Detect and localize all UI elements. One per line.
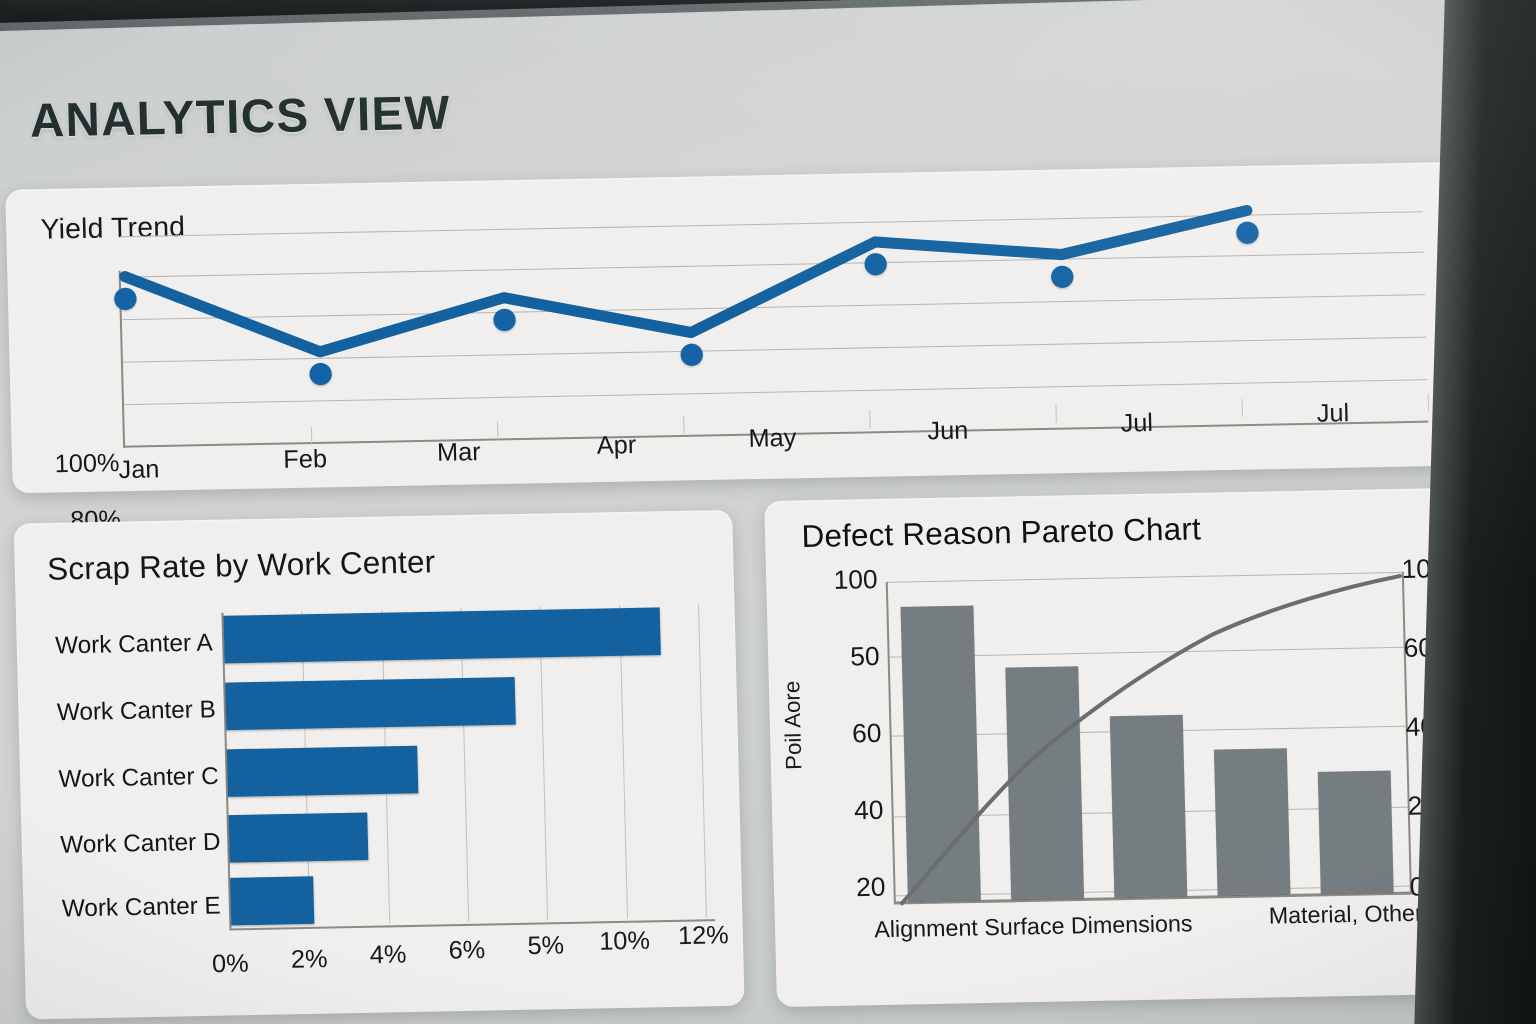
defect-pareto-plot [885,571,1414,906]
yield-x-tick: Jan [118,455,160,485]
scrap-x-tick: 4% [369,940,407,970]
pareto-y-tick: 60 [851,717,882,749]
scrap-chart-title: Scrap Rate by Work Center [46,543,436,587]
pareto-chart-title: Defect Reason Pareto Chart [801,511,1202,555]
page-title: ANALYTICS VIEW [29,85,452,147]
bar-work-canter-c[interactable] [226,745,419,797]
scrap-category-label: Work Canter C [58,762,220,794]
yield-chart-title: Yield Trend [40,210,186,245]
scrap-category-label: Work Canter B [56,695,217,727]
card-defect-pareto: Defect Reason Pareto Chart [764,487,1496,1008]
scrap-x-tick: 5% [527,931,565,961]
yield-y-tick: 100% [54,448,120,479]
bar-work-canter-d[interactable] [228,812,369,863]
pareto-y-tick: 100 [833,563,878,595]
scrap-category-label: Work Canter D [59,828,221,859]
yield-x-tick: Feb [282,444,328,474]
scrap-x-tick: 0% [211,949,250,979]
yield-x-tick: May [748,423,797,453]
yield-x-tick: Apr [596,430,637,460]
bar-work-canter-e[interactable] [230,876,315,926]
yield-line-series [119,204,1253,358]
pareto-x-tick-group: Alignment Surface Dimensions [873,909,1193,943]
yield-x-tick: Jul [1316,398,1350,428]
yield-x-tick: Mar [436,437,481,467]
scrap-category-label: Work Canter A [54,629,214,660]
pareto-cumulative-line [899,573,1402,906]
scrap-x-tick: 2% [290,944,328,974]
pareto-y-tick: 20 [855,871,886,903]
scrap-x-tick: 6% [448,935,486,965]
yield-trend-plot [113,204,1430,448]
scrap-rate-plot [221,603,716,931]
yield-x-tick: Jul [1120,408,1154,438]
bar-work-canter-a[interactable] [223,607,661,664]
pareto-y-tick: 50 [849,640,880,672]
pareto-y-tick: 40 [853,794,884,826]
scrap-x-tick: 12% [677,920,730,951]
scrap-x-tick: 10% [598,926,651,956]
pareto-y-axis-label: Poil Aore [778,680,807,771]
bar-work-canter-b[interactable] [225,677,516,731]
card-scrap-rate: Scrap Rate by Work Center [13,509,745,1020]
card-yield-trend: Yield Trend [5,161,1465,642]
scrap-category-label: Work Canter E [61,892,222,923]
gridline [698,603,707,918]
yield-x-tick: Jun [927,416,969,446]
pareto-x-tick-group: Material, Other [1268,899,1423,929]
